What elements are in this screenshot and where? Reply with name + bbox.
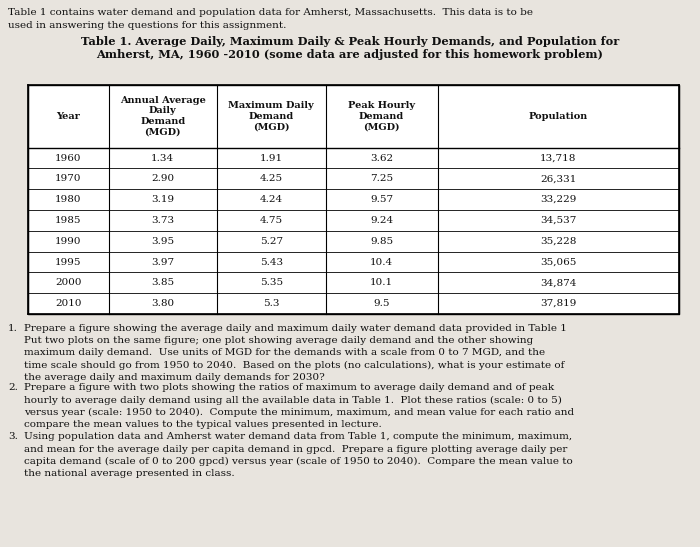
Text: 1.34: 1.34 [151, 154, 174, 162]
Text: 7.25: 7.25 [370, 174, 393, 183]
Text: 26,331: 26,331 [540, 174, 576, 183]
Text: 1980: 1980 [55, 195, 81, 204]
Text: 2.: 2. [8, 383, 18, 393]
Text: 9.57: 9.57 [370, 195, 393, 204]
Text: 37,819: 37,819 [540, 299, 576, 308]
Text: 1985: 1985 [55, 216, 81, 225]
Text: Table 1. Average Daily, Maximum Daily & Peak Hourly Demands, and Population for: Table 1. Average Daily, Maximum Daily & … [81, 36, 619, 47]
Text: Peak Hourly
Demand
(MGD): Peak Hourly Demand (MGD) [348, 101, 415, 131]
Text: 35,065: 35,065 [540, 258, 576, 266]
Text: 34,537: 34,537 [540, 216, 576, 225]
Text: 34,874: 34,874 [540, 278, 576, 287]
Text: 3.73: 3.73 [151, 216, 174, 225]
Text: used in answering the questions for this assignment.: used in answering the questions for this… [8, 21, 286, 30]
Text: Prepare a figure showing the average daily and maximum daily water demand data p: Prepare a figure showing the average dai… [24, 324, 567, 382]
Text: 2.90: 2.90 [151, 174, 174, 183]
Text: 1.91: 1.91 [260, 154, 283, 162]
Text: Using population data and Amherst water demand data from Table 1, compute the mi: Using population data and Amherst water … [24, 433, 573, 478]
Text: 3.97: 3.97 [151, 258, 174, 266]
Text: 3.62: 3.62 [370, 154, 393, 162]
Text: Annual Average
Daily
Demand
(MGD): Annual Average Daily Demand (MGD) [120, 96, 206, 137]
Text: 1990: 1990 [55, 237, 81, 246]
Text: 2000: 2000 [55, 278, 81, 287]
Text: Prepare a figure with two plots showing the ratios of maximum to average daily d: Prepare a figure with two plots showing … [24, 383, 574, 429]
Text: Amherst, MA, 1960 -2010 (some data are adjusted for this homework problem): Amherst, MA, 1960 -2010 (some data are a… [97, 49, 603, 60]
Text: 5.3: 5.3 [263, 299, 279, 308]
Text: 3.: 3. [8, 433, 18, 441]
Text: 5.43: 5.43 [260, 258, 283, 266]
Bar [28, 85, 679, 314]
Text: 35,228: 35,228 [540, 237, 576, 246]
Text: 10.1: 10.1 [370, 278, 393, 287]
Text: Table 1 contains water demand and population data for Amherst, Massachusetts.  T: Table 1 contains water demand and popula… [8, 8, 533, 17]
Text: 9.24: 9.24 [370, 216, 393, 225]
Text: 3.85: 3.85 [151, 278, 174, 287]
Text: 33,229: 33,229 [540, 195, 576, 204]
Text: 4.24: 4.24 [260, 195, 283, 204]
Text: 5.35: 5.35 [260, 278, 283, 287]
Text: 4.75: 4.75 [260, 216, 283, 225]
Text: 1960: 1960 [55, 154, 81, 162]
Text: 3.19: 3.19 [151, 195, 174, 204]
Text: 3.80: 3.80 [151, 299, 174, 308]
Text: Maximum Daily
Demand
(MGD): Maximum Daily Demand (MGD) [228, 101, 314, 131]
Text: Year: Year [56, 112, 80, 121]
Text: Population: Population [528, 112, 588, 121]
Text: 4.25: 4.25 [260, 174, 283, 183]
Text: 2010: 2010 [55, 299, 81, 308]
Text: 9.85: 9.85 [370, 237, 393, 246]
Text: 1995: 1995 [55, 258, 81, 266]
Text: 1970: 1970 [55, 174, 81, 183]
Text: 10.4: 10.4 [370, 258, 393, 266]
Text: 1.: 1. [8, 324, 18, 333]
Text: 5.27: 5.27 [260, 237, 283, 246]
Text: 13,718: 13,718 [540, 154, 576, 162]
Text: 9.5: 9.5 [373, 299, 390, 308]
Text: 3.95: 3.95 [151, 237, 174, 246]
